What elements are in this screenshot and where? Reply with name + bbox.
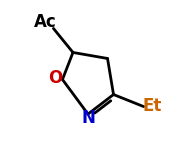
Text: N: N [82,109,96,127]
Text: Ac: Ac [34,13,57,31]
Text: O: O [49,69,63,87]
Text: Et: Et [142,97,162,115]
